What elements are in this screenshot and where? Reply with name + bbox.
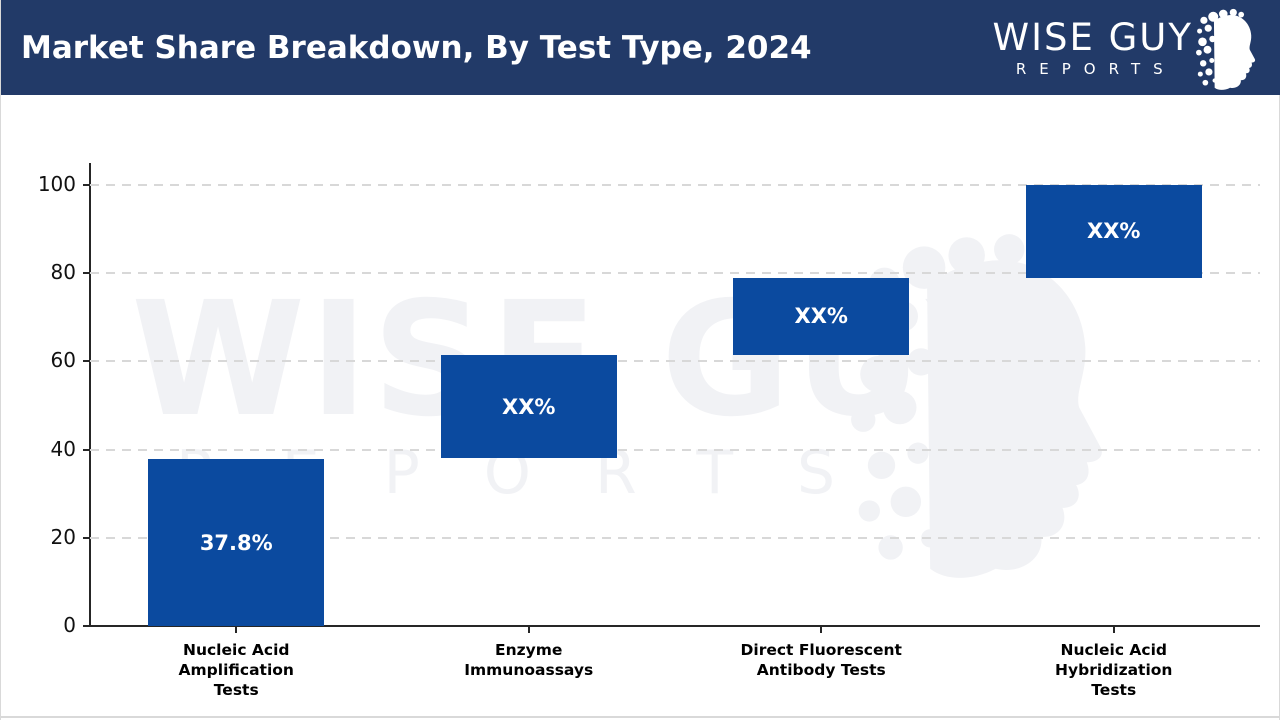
bar-segment: 37.8% <box>148 459 325 626</box>
y-axis-tick-label: 20 <box>50 524 76 549</box>
header-bar: Market Share Breakdown, By Test Type, 20… <box>1 0 1280 95</box>
y-axis-tick-label: 60 <box>50 348 76 373</box>
watermark-head-icon <box>836 222 1146 587</box>
bar-segment: XX% <box>440 354 617 459</box>
gridline <box>90 272 1260 275</box>
y-axis-tick-label: 100 <box>37 172 76 196</box>
x-axis-line <box>84 625 1260 627</box>
y-axis-tick <box>83 184 90 186</box>
y-axis-tick <box>83 536 90 539</box>
logo-wordmark: WISE GUY REPORTS <box>992 16 1193 79</box>
x-axis-tick <box>235 626 238 633</box>
y-axis-tick <box>83 448 90 451</box>
y-axis-tick-label: 80 <box>50 260 76 285</box>
x-axis-tick <box>527 626 530 633</box>
logo-wise-guy-text: WISE GUY <box>992 16 1193 59</box>
y-axis-line <box>89 163 91 627</box>
bar-segment: XX% <box>733 277 910 355</box>
x-axis-category-label: Enzyme Immunoassays <box>464 641 594 679</box>
bar-value-label: XX% <box>794 304 848 329</box>
gridline <box>90 360 1260 363</box>
bar-value-label: XX% <box>502 394 556 419</box>
y-axis-tick-label: 40 <box>50 436 76 461</box>
bar-value-label: XX% <box>1087 219 1141 244</box>
y-axis-tick <box>83 272 90 275</box>
gridline <box>90 184 1260 186</box>
gridline <box>90 536 1260 539</box>
x-axis-category-label: Nucleic Acid Amplification Tests <box>178 641 294 699</box>
wise-guy-logo: WISE GUY REPORTS <box>993 4 1263 92</box>
bar-segment: XX% <box>1025 185 1202 278</box>
y-axis-tick-label: 0 <box>63 613 76 637</box>
x-axis-tick <box>1112 626 1115 633</box>
x-axis-category-label: Nucleic Acid Hybridization Tests <box>1055 641 1173 699</box>
x-axis-category-label: Direct Fluorescent Antibody Tests <box>740 641 902 679</box>
wise-guy-head-icon <box>1191 6 1267 92</box>
y-axis-tick <box>83 360 90 363</box>
chart-title: Market Share Breakdown, By Test Type, 20… <box>21 29 812 66</box>
y-axis-tick <box>83 625 90 627</box>
gridline <box>90 448 1260 451</box>
x-axis-tick <box>820 626 823 633</box>
logo-reports-text: REPORTS <box>1015 60 1176 78</box>
bar-value-label: 37.8% <box>199 530 273 555</box>
